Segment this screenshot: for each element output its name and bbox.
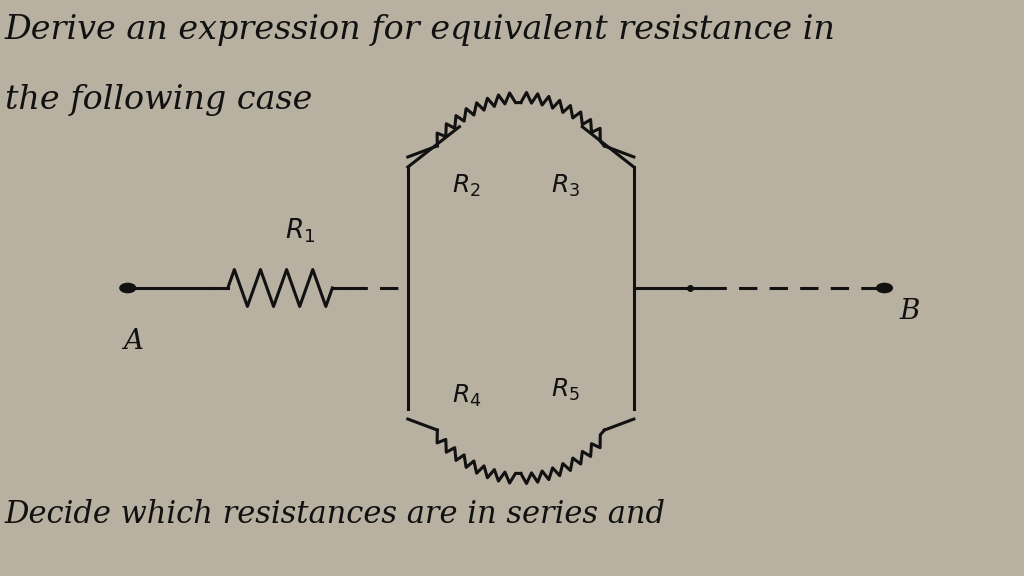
Text: $R_2$: $R_2$ bbox=[453, 173, 481, 199]
Text: the following case: the following case bbox=[5, 84, 312, 116]
Text: $R_5$: $R_5$ bbox=[551, 377, 580, 403]
Circle shape bbox=[120, 283, 135, 293]
Text: Decide which resistances are in series and: Decide which resistances are in series a… bbox=[5, 499, 666, 530]
Text: $R_1$: $R_1$ bbox=[285, 217, 315, 245]
Text: $R_4$: $R_4$ bbox=[452, 382, 481, 409]
Circle shape bbox=[877, 283, 892, 293]
Text: B: B bbox=[899, 298, 920, 324]
Text: $R_3$: $R_3$ bbox=[551, 173, 580, 199]
Text: Derive an expression for equivalent resistance in: Derive an expression for equivalent resi… bbox=[5, 14, 836, 47]
Text: A: A bbox=[123, 328, 142, 355]
